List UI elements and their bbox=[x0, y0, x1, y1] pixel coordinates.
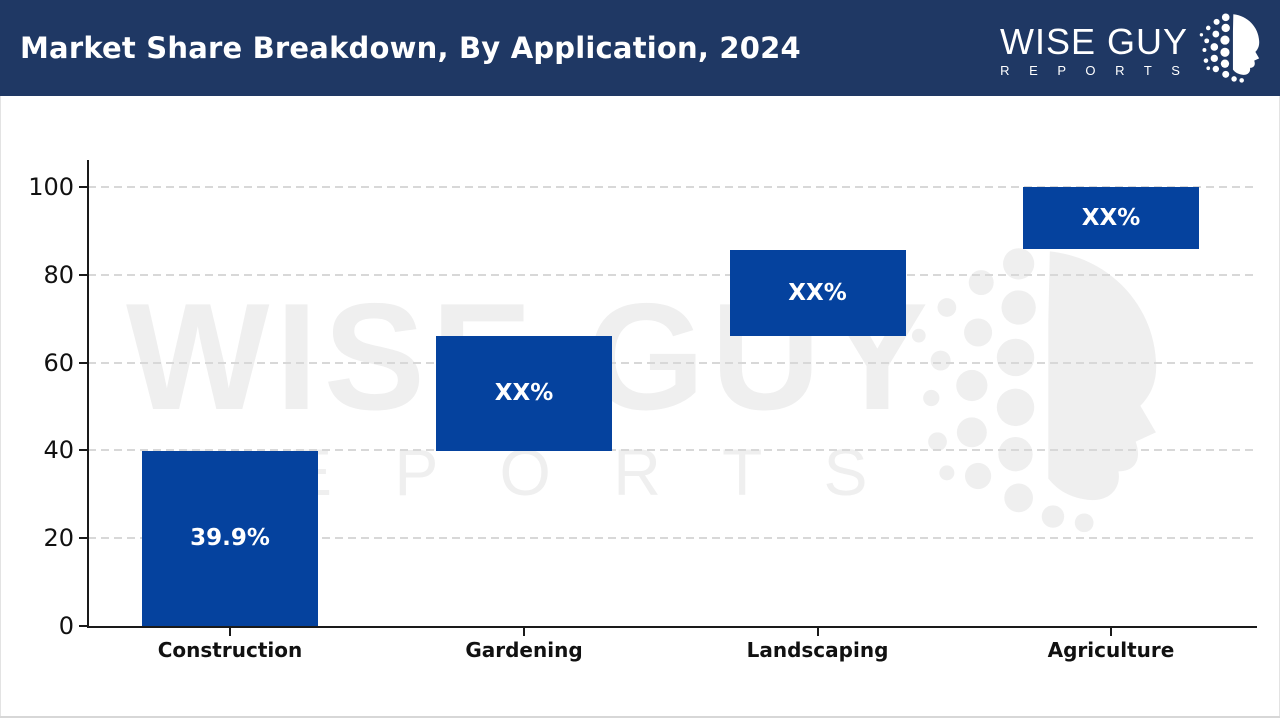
chart-title: Market Share Breakdown, By Application, … bbox=[20, 31, 801, 65]
y-tick-60 bbox=[79, 361, 88, 364]
y-tick-100 bbox=[79, 186, 88, 188]
x-tick-gardening bbox=[523, 628, 525, 636]
gridline-80 bbox=[88, 273, 1255, 276]
bar-construction: 39.9% bbox=[142, 450, 318, 626]
x-axis-line bbox=[87, 626, 1257, 628]
logo-subtitle: R E P O R T S bbox=[1000, 62, 1188, 78]
y-tick-0 bbox=[79, 625, 88, 627]
x-label-gardening: Gardening bbox=[465, 638, 583, 662]
bar-landscaping: XX% bbox=[729, 250, 906, 336]
bar-value-label: XX% bbox=[494, 380, 554, 407]
x-label-landscaping: Landscaping bbox=[746, 638, 889, 662]
y-tick-label-60: 60 bbox=[43, 348, 74, 377]
x-tick-construction bbox=[229, 628, 231, 636]
wiseguy-logo: WISE GUY R E P O R T S bbox=[1000, 8, 1266, 92]
y-tick-label-0: 0 bbox=[58, 612, 74, 640]
left-border bbox=[0, 96, 1, 718]
gridline-60 bbox=[88, 361, 1255, 364]
bar-value-label: XX% bbox=[1081, 205, 1141, 232]
y-tick-40 bbox=[79, 449, 88, 452]
x-label-agriculture: Agriculture bbox=[1047, 638, 1175, 662]
x-label-construction: Construction bbox=[157, 638, 303, 662]
gridline-40 bbox=[88, 449, 1255, 452]
header: Market Share Breakdown, By Application, … bbox=[0, 0, 1280, 96]
y-tick-label-80: 80 bbox=[43, 260, 74, 289]
bar-gardening: XX% bbox=[436, 335, 612, 451]
y-tick-80 bbox=[79, 273, 88, 276]
y-tick-20 bbox=[79, 537, 88, 540]
bottom-border bbox=[0, 716, 1280, 718]
watermark-head-icon bbox=[911, 248, 1157, 533]
y-tick-label-100: 100 bbox=[28, 173, 74, 201]
gridline-20 bbox=[88, 537, 1255, 540]
y-tick-label-40: 40 bbox=[43, 436, 74, 465]
bar-agriculture: XX% bbox=[1023, 187, 1199, 250]
y-tick-label-20: 20 bbox=[43, 524, 74, 553]
bar-value-label: 39.9% bbox=[190, 525, 270, 552]
logo-head-icon bbox=[1199, 13, 1260, 83]
gridline-100 bbox=[88, 186, 1255, 188]
x-tick-landscaping bbox=[816, 628, 819, 636]
logo-wordmark: WISE GUY bbox=[999, 20, 1188, 62]
x-tick-agriculture bbox=[1110, 628, 1112, 636]
logo-text: WISE GUY R E P O R T S bbox=[999, 20, 1188, 78]
y-axis-line bbox=[87, 160, 89, 628]
bar-value-label: XX% bbox=[788, 280, 847, 306]
